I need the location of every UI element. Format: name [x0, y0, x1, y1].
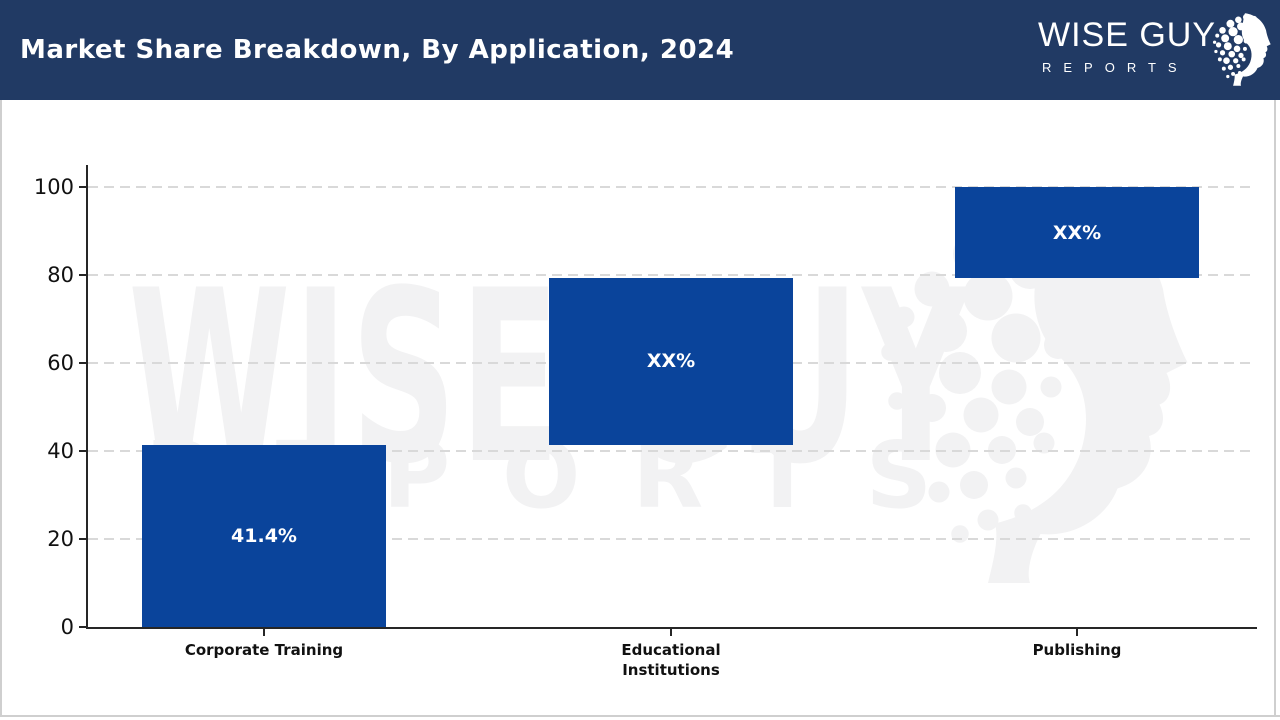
y-tick-mark — [79, 274, 86, 276]
x-tick-label-educational-institutions: Educational Institutions — [621, 641, 721, 679]
y-tick-label: 80 — [47, 263, 74, 287]
gridline-40 — [88, 450, 1255, 452]
dot-head-logo-icon — [1208, 13, 1274, 86]
gridline-20 — [88, 538, 1255, 540]
y-tick-label: 60 — [47, 351, 74, 375]
gridline-100 — [88, 186, 1255, 188]
bar-value-label-publishing: XX% — [1052, 221, 1102, 244]
logo-subtitle: REPORTS — [1042, 60, 1189, 75]
x-tick-label-corporate-training: Corporate Training — [184, 641, 344, 659]
bar-corporate-training — [142, 444, 386, 627]
y-tick-label: 100 — [33, 175, 74, 199]
y-tick-mark — [79, 538, 86, 540]
logo-wordmark: WISE GUY — [1038, 16, 1217, 54]
x-tick-label-publishing: Publishing — [1032, 641, 1122, 659]
bar-value-label-educational-institutions: XX% — [646, 350, 696, 373]
y-axis-line — [86, 165, 88, 629]
gridline-80 — [88, 274, 1255, 276]
bar-educational-institutions — [549, 278, 793, 445]
y-tick-mark — [79, 626, 86, 628]
header-banner: Market Share Breakdown, By Application, … — [0, 0, 1280, 100]
x-axis-line — [86, 627, 1257, 629]
right-border-line — [1274, 100, 1276, 717]
y-tick-mark — [79, 450, 86, 452]
x-tick-mark — [1076, 629, 1078, 636]
y-tick-mark — [79, 186, 86, 188]
bar-publishing — [955, 187, 1199, 279]
x-tick-mark — [670, 629, 672, 636]
bar-value-label-corporate-training: 41.4% — [231, 524, 297, 547]
left-border-line — [0, 100, 2, 717]
y-tick-label: 40 — [47, 439, 74, 463]
y-tick-label: 0 — [60, 615, 74, 639]
page-title: Market Share Breakdown, By Application, … — [20, 35, 735, 65]
plot: 0 20 40 60 80 100 41.4% Corporate Training XX% Ed… — [0, 100, 1280, 717]
y-tick-label: 20 — [47, 527, 74, 551]
x-tick-mark — [263, 629, 265, 636]
bottom-border-line — [0, 715, 1280, 717]
chart-area: WISE GUY REPORTS 0 20 40 60 80 100 41.4% Corpor… — [0, 100, 1280, 717]
y-tick-mark — [79, 362, 86, 364]
wise-guy-reports-logo: WISE GUY REPORTS — [1030, 10, 1266, 92]
